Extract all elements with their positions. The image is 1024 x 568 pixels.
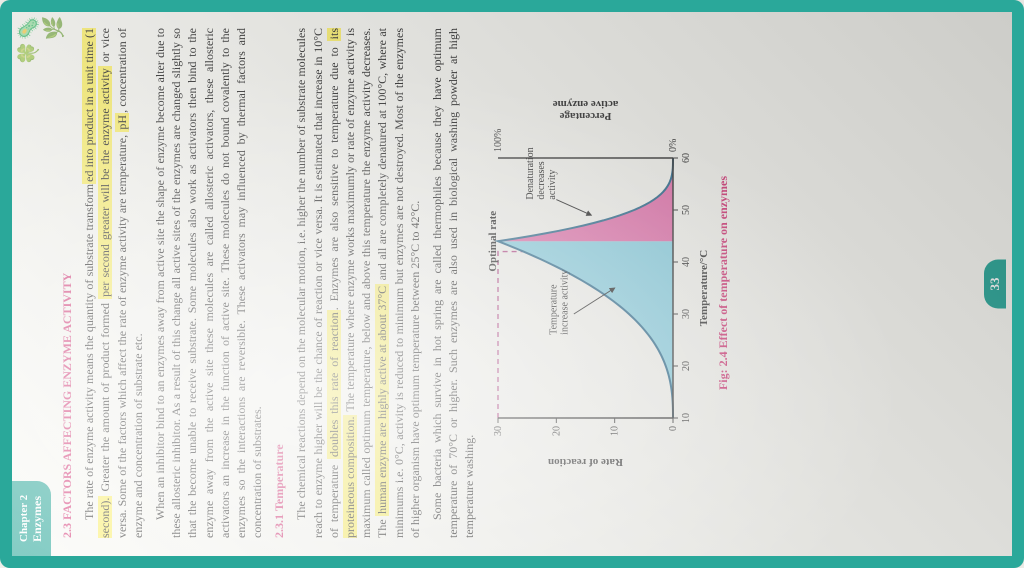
svg-text:20: 20 xyxy=(551,426,562,436)
svg-text:active enzyme: active enzyme xyxy=(552,98,618,110)
svg-text:0%: 0% xyxy=(668,139,679,152)
svg-text:Optimal rate: Optimal rate xyxy=(487,211,499,272)
section-heading: 2.3 FACTORS AFFECTING ENZYME ACTIVITY xyxy=(59,28,75,538)
svg-text:60: 60 xyxy=(681,153,692,163)
chapter-number: Chapter 2 xyxy=(18,495,30,542)
svg-text:0: 0 xyxy=(668,426,679,431)
svg-text:Rate of reaction: Rate of reaction xyxy=(548,456,623,468)
svg-text:20: 20 xyxy=(681,361,692,371)
subsection-heading: 2.3.1 Temperature xyxy=(271,28,287,538)
temperature-chart: 10203040506001020300%100%Temperature/°CR… xyxy=(486,93,711,473)
svg-text:30: 30 xyxy=(493,426,504,436)
corner-decoration: 🍀🦠🌿 xyxy=(16,16,66,76)
figure-wrap: 10203040506001020300%100%Temperature/°CR… xyxy=(486,93,731,473)
page-number: 33 xyxy=(984,260,1006,309)
para-4: Some bacteria which survive in hot sprin… xyxy=(429,28,478,538)
svg-text:10: 10 xyxy=(681,413,692,423)
svg-text:activity: activity xyxy=(547,170,558,200)
section-number: 2.3 xyxy=(60,523,74,538)
subsection-number: 2.3.1 xyxy=(272,514,286,538)
svg-text:Temperature: Temperature xyxy=(548,284,559,335)
para-1: The rate of enzyme activity means the qu… xyxy=(81,28,146,538)
svg-text:10: 10 xyxy=(609,426,620,436)
svg-text:decreases: decreases xyxy=(536,161,547,199)
subsection-title: Temperature xyxy=(272,444,286,511)
svg-text:Denaturation: Denaturation xyxy=(525,147,536,199)
svg-text:30: 30 xyxy=(681,309,692,319)
svg-text:100%: 100% xyxy=(493,129,504,152)
svg-text:50: 50 xyxy=(681,205,692,215)
section-title: FACTORS AFFECTING ENZYME ACTIVITY xyxy=(60,273,74,520)
page-content: 2.3 FACTORS AFFECTING ENZYME ACTIVITY Th… xyxy=(59,12,731,556)
para-3: The chemical reactions depend on the mol… xyxy=(293,28,423,538)
svg-text:Temperature/°C: Temperature/°C xyxy=(698,250,710,327)
figure-caption: Fig: 2.4 Effect of temperature on enzyme… xyxy=(715,93,731,473)
svg-text:increase activity: increase activity xyxy=(559,270,570,335)
para-2: When an inhibitor bind to an enzymes awa… xyxy=(152,28,265,538)
svg-text:40: 40 xyxy=(681,257,692,267)
chapter-title: Enzymes xyxy=(30,495,45,542)
chapter-header: Chapter 2 Enzymes xyxy=(12,481,51,556)
textbook-page: Chapter 2 Enzymes 🍀🦠🌿 2.3 FACTORS AFFECT… xyxy=(0,0,1024,568)
svg-text:Percentage: Percentage xyxy=(559,110,611,122)
